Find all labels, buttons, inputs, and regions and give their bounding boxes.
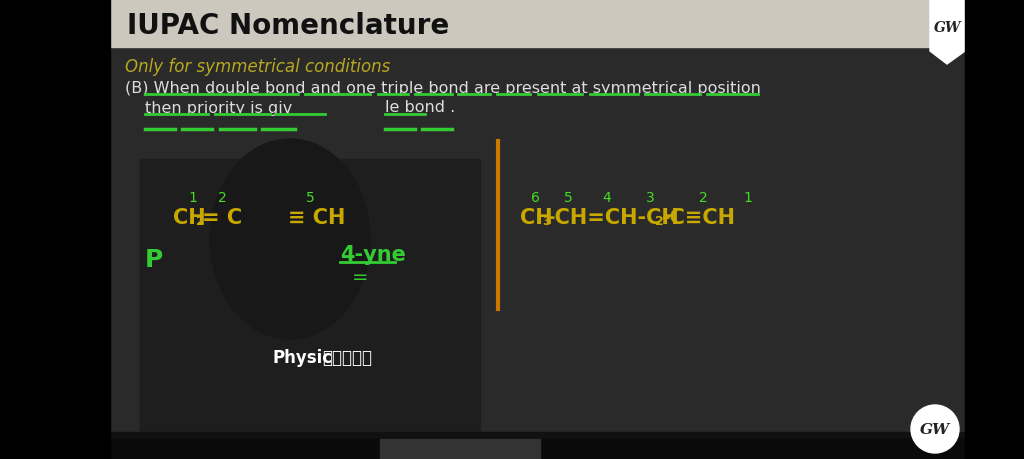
Text: (B) When double bond and one triple bond are present at symmetrical position: (B) When double bond and one triple bond… bbox=[125, 80, 761, 95]
Text: =: = bbox=[352, 268, 369, 287]
Text: Physic: Physic bbox=[272, 348, 332, 366]
Text: 1: 1 bbox=[743, 190, 753, 205]
Bar bbox=[0, 0, 110, 459]
Text: 5: 5 bbox=[563, 190, 572, 205]
Bar bbox=[380, 439, 540, 459]
Text: IUPAC Nomenclature: IUPAC Nomenclature bbox=[127, 12, 450, 40]
Text: सल्ला: सल्ला bbox=[322, 348, 372, 366]
Bar bbox=[965, 0, 1024, 459]
Text: 3: 3 bbox=[542, 215, 551, 228]
Bar bbox=[110, 432, 965, 459]
Text: 2: 2 bbox=[655, 215, 664, 228]
Polygon shape bbox=[930, 0, 965, 65]
Text: 4-yne: 4-yne bbox=[340, 245, 406, 264]
Bar bbox=[140, 160, 480, 459]
Text: GW: GW bbox=[920, 422, 950, 436]
Text: CH: CH bbox=[520, 207, 553, 228]
Bar bbox=[110, 48, 965, 459]
Text: -CH=CH-CH: -CH=CH-CH bbox=[547, 207, 680, 228]
Ellipse shape bbox=[210, 140, 370, 339]
Text: ≡ CH: ≡ CH bbox=[288, 207, 345, 228]
Text: 6: 6 bbox=[530, 190, 540, 205]
Bar bbox=[110, 0, 965, 48]
Text: Only for symmetrical conditions: Only for symmetrical conditions bbox=[125, 58, 390, 76]
Text: -C≡CH: -C≡CH bbox=[662, 207, 736, 228]
Text: 4: 4 bbox=[603, 190, 611, 205]
Circle shape bbox=[911, 405, 959, 453]
Text: CH: CH bbox=[173, 207, 206, 228]
Text: 2: 2 bbox=[218, 190, 226, 205]
Text: 1: 1 bbox=[188, 190, 198, 205]
Text: P: P bbox=[145, 247, 163, 271]
Text: 2: 2 bbox=[698, 190, 708, 205]
Bar bbox=[110, 439, 965, 459]
Text: 3: 3 bbox=[645, 190, 654, 205]
Text: = C: = C bbox=[202, 207, 242, 228]
Text: GW: GW bbox=[934, 21, 962, 35]
Text: then priority is giv: then priority is giv bbox=[145, 100, 292, 115]
Text: 2: 2 bbox=[196, 215, 205, 228]
Text: 5: 5 bbox=[305, 190, 314, 205]
Text: le bond .: le bond . bbox=[385, 100, 456, 115]
